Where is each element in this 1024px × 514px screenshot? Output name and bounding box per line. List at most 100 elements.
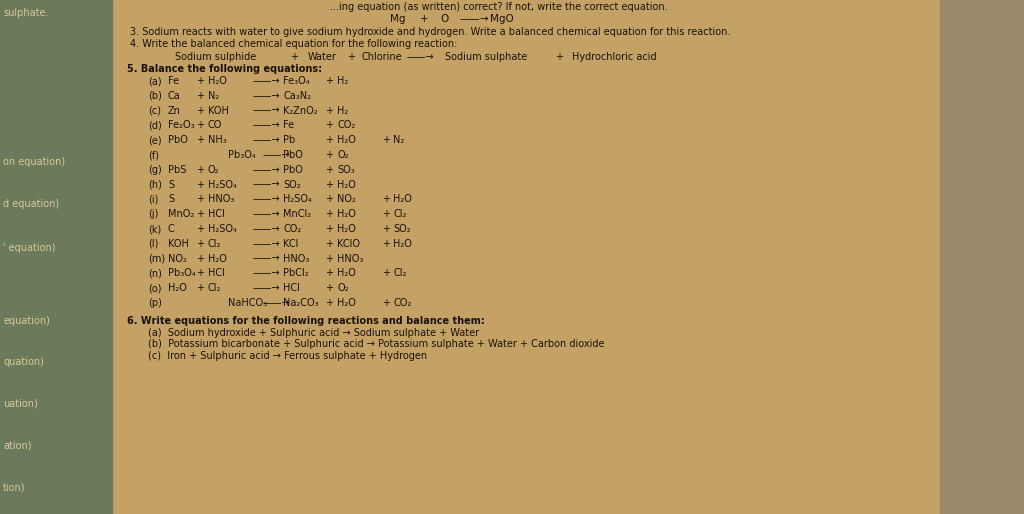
- Text: +: +: [382, 268, 390, 279]
- Text: ——→: ——→: [263, 150, 291, 160]
- Text: H₂O: H₂O: [337, 298, 356, 308]
- Text: +: +: [325, 165, 333, 175]
- Bar: [0, 0, 112, 514]
- Text: +: +: [382, 135, 390, 145]
- Text: sulphate.: sulphate.: [3, 8, 48, 18]
- Text: (f): (f): [148, 150, 159, 160]
- Text: Cl₂: Cl₂: [208, 283, 221, 293]
- Text: HNO₃: HNO₃: [337, 253, 364, 264]
- Text: N₂: N₂: [208, 91, 219, 101]
- Text: H₂SO₄: H₂SO₄: [208, 224, 237, 234]
- Text: d equation): d equation): [3, 199, 59, 209]
- Text: 4. Write the balanced chemical equation for the following reaction:: 4. Write the balanced chemical equation …: [130, 39, 458, 49]
- Text: +: +: [325, 150, 333, 160]
- Text: (h): (h): [148, 179, 162, 190]
- Text: ——→: ——→: [253, 105, 281, 116]
- Text: (a)  Sodium hydroxide + Sulphuric acid → Sodium sulphate + Water: (a) Sodium hydroxide + Sulphuric acid → …: [148, 328, 479, 338]
- Text: Sodium sulphate: Sodium sulphate: [445, 52, 527, 62]
- Text: ...ing equation (as written) correct? If not, write the correct equation.: ...ing equation (as written) correct? If…: [330, 2, 668, 12]
- Text: quation): quation): [3, 357, 44, 367]
- Text: CO₂: CO₂: [393, 298, 412, 308]
- Text: SO₂: SO₂: [393, 224, 411, 234]
- Text: +: +: [382, 194, 390, 205]
- Bar: [940, 0, 1024, 514]
- Text: 3. Sodium reacts with water to give sodium hydroxide and hydrogen. Write a balan: 3. Sodium reacts with water to give sodi…: [130, 27, 730, 37]
- Text: +: +: [196, 194, 204, 205]
- Text: K₂ZnO₂: K₂ZnO₂: [283, 105, 317, 116]
- Text: +: +: [196, 105, 204, 116]
- Text: ——→: ——→: [253, 135, 281, 145]
- Text: Cl₂: Cl₂: [393, 209, 407, 219]
- Text: NO₂: NO₂: [168, 253, 186, 264]
- Text: +: +: [290, 52, 298, 62]
- Text: KCl: KCl: [283, 239, 298, 249]
- Text: Pb₃O₄: Pb₃O₄: [168, 268, 196, 279]
- Text: +: +: [196, 135, 204, 145]
- Text: (m): (m): [148, 253, 165, 264]
- Text: Fe: Fe: [168, 76, 179, 86]
- Text: (c)  Iron + Sulphuric acid → Ferrous sulphate + Hydrogen: (c) Iron + Sulphuric acid → Ferrous sulp…: [148, 351, 427, 361]
- Text: tion): tion): [3, 482, 26, 492]
- Text: NO₂: NO₂: [337, 194, 356, 205]
- Text: (p): (p): [148, 298, 162, 308]
- Text: +: +: [196, 283, 204, 293]
- Text: ——→: ——→: [253, 268, 281, 279]
- Text: +: +: [196, 209, 204, 219]
- Text: ——→: ——→: [253, 224, 281, 234]
- Text: +: +: [325, 105, 333, 116]
- Text: CO₂: CO₂: [337, 120, 355, 131]
- Text: O₂: O₂: [337, 283, 348, 293]
- Text: HCl: HCl: [283, 283, 300, 293]
- Text: +: +: [196, 239, 204, 249]
- Text: on equation): on equation): [3, 157, 66, 167]
- Text: H₂O: H₂O: [208, 253, 227, 264]
- Text: MnO₂: MnO₂: [168, 209, 195, 219]
- Text: Pb: Pb: [283, 135, 295, 145]
- Text: Na₂CO₃: Na₂CO₃: [283, 298, 318, 308]
- Text: (o): (o): [148, 283, 162, 293]
- Text: ——→: ——→: [253, 283, 281, 293]
- Text: (i): (i): [148, 194, 159, 205]
- Text: ——→: ——→: [253, 91, 281, 101]
- Text: KOH: KOH: [168, 239, 188, 249]
- Text: H₂SO₄: H₂SO₄: [208, 179, 237, 190]
- Text: PbCl₂: PbCl₂: [283, 268, 308, 279]
- Text: H₂O: H₂O: [337, 209, 356, 219]
- Text: +: +: [347, 52, 355, 62]
- Text: HCl: HCl: [208, 268, 225, 279]
- Text: ——→: ——→: [253, 120, 281, 131]
- Text: +: +: [196, 268, 204, 279]
- Text: Pb₃O₄: Pb₃O₄: [228, 150, 256, 160]
- Text: (l): (l): [148, 239, 159, 249]
- Text: Hydrochloric acid: Hydrochloric acid: [572, 52, 656, 62]
- Text: ——→: ——→: [407, 52, 434, 62]
- Text: HNO₃: HNO₃: [208, 194, 234, 205]
- Text: Ca₃N₂: Ca₃N₂: [283, 91, 311, 101]
- Text: +: +: [382, 239, 390, 249]
- Text: SO₃: SO₃: [337, 165, 354, 175]
- Text: 6. Write equations for the following reactions and balance them:: 6. Write equations for the following rea…: [127, 316, 484, 326]
- Text: ——→: ——→: [253, 253, 281, 264]
- Text: (k): (k): [148, 224, 161, 234]
- Text: H₂: H₂: [337, 76, 348, 86]
- Text: +: +: [325, 135, 333, 145]
- Text: S: S: [168, 194, 174, 205]
- Text: PbO: PbO: [283, 165, 303, 175]
- Text: (b): (b): [148, 91, 162, 101]
- Text: +: +: [196, 120, 204, 131]
- Text: ——→: ——→: [253, 165, 281, 175]
- Text: +: +: [325, 268, 333, 279]
- Text: H₂O: H₂O: [168, 283, 186, 293]
- Text: NH₃: NH₃: [208, 135, 226, 145]
- Text: ' equation): ' equation): [3, 243, 55, 253]
- Text: +: +: [196, 179, 204, 190]
- Text: +: +: [420, 14, 429, 24]
- Text: +: +: [196, 253, 204, 264]
- Text: CO: CO: [208, 120, 222, 131]
- Text: O₂: O₂: [337, 150, 348, 160]
- Text: MgO: MgO: [490, 14, 514, 24]
- Text: (a): (a): [148, 76, 162, 86]
- Text: Ca: Ca: [168, 91, 181, 101]
- Text: NaHCO₃: NaHCO₃: [228, 298, 267, 308]
- Text: PbS: PbS: [168, 165, 186, 175]
